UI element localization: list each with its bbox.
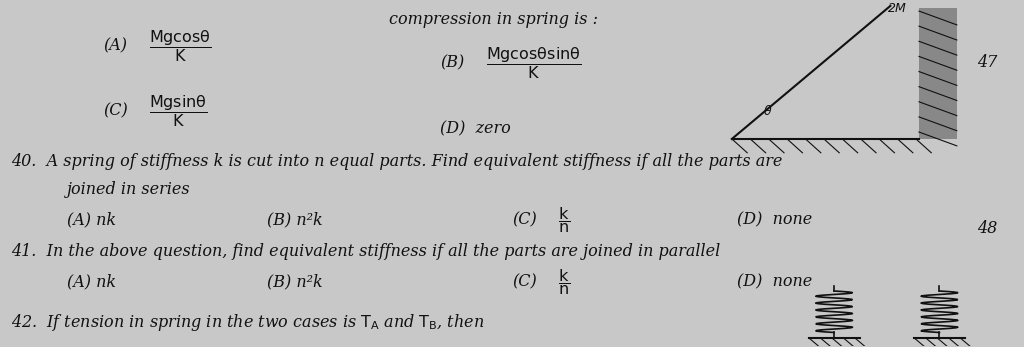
Text: 2M: 2M — [888, 2, 907, 15]
Text: 47: 47 — [978, 54, 997, 71]
Text: (A) nk: (A) nk — [68, 212, 117, 229]
Text: (A) nk: (A) nk — [68, 274, 117, 291]
Text: (D)  none: (D) none — [737, 274, 812, 291]
Text: (C): (C) — [512, 274, 537, 291]
Text: $\dfrac{\mathrm{Mgcosθsinθ}}{\mathrm{K}}$: $\dfrac{\mathrm{Mgcosθsinθ}}{\mathrm{K}}… — [486, 45, 582, 81]
Text: (B) n²k: (B) n²k — [266, 274, 323, 291]
Text: (B): (B) — [440, 54, 465, 71]
Text: (D)  zero: (D) zero — [440, 120, 511, 137]
Text: (B) n²k: (B) n²k — [266, 212, 323, 229]
Text: $\theta$: $\theta$ — [763, 104, 772, 118]
Text: (C): (C) — [512, 212, 537, 229]
Text: 40.  A spring of stiffness k is cut into n equal parts. Find equivalent stiffnes: 40. A spring of stiffness k is cut into … — [11, 153, 782, 170]
Text: 48: 48 — [978, 220, 997, 237]
Text: 42.  If tension in spring in the two cases is $\mathrm{T_A}$ and $\mathrm{T_B}$,: 42. If tension in spring in the two case… — [11, 312, 484, 333]
Text: (A): (A) — [103, 37, 127, 54]
Polygon shape — [919, 8, 956, 139]
Text: $\dfrac{\mathrm{Mgcosθ}}{\mathrm{K}}$: $\dfrac{\mathrm{Mgcosθ}}{\mathrm{K}}$ — [148, 28, 212, 64]
Text: (C): (C) — [103, 103, 128, 120]
Text: 41.  In the above question, find equivalent stiffness if all the parts are joine: 41. In the above question, find equivale… — [11, 243, 720, 260]
Text: $\dfrac{\mathrm{k}}{\mathrm{n}}$: $\dfrac{\mathrm{k}}{\mathrm{n}}$ — [558, 268, 570, 297]
Text: $\dfrac{\mathrm{Mgsinθ}}{\mathrm{K}}$: $\dfrac{\mathrm{Mgsinθ}}{\mathrm{K}}$ — [148, 93, 208, 129]
Text: compression in spring is :: compression in spring is : — [389, 11, 598, 28]
Text: joined in series: joined in series — [68, 180, 190, 197]
Text: (D)  none: (D) none — [737, 212, 812, 229]
Text: $\dfrac{\mathrm{k}}{\mathrm{n}}$: $\dfrac{\mathrm{k}}{\mathrm{n}}$ — [558, 205, 570, 235]
